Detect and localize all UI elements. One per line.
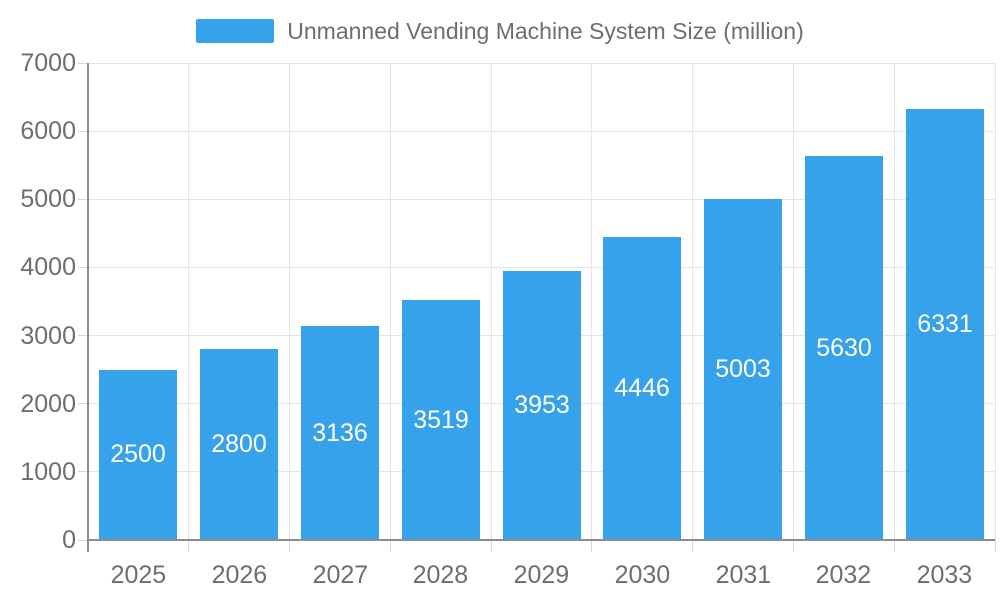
y-axis-tick (78, 130, 88, 132)
bar-value-label: 3519 (413, 405, 469, 434)
bar-value-label: 2800 (211, 430, 267, 459)
y-axis-tick (78, 266, 88, 268)
v-gridline (289, 63, 291, 540)
y-axis-label: 0 (62, 526, 76, 554)
x-axis-label: 2030 (614, 561, 671, 589)
x-axis-tick (692, 540, 694, 552)
h-gridline (88, 266, 995, 268)
y-axis-tick (78, 471, 88, 473)
x-axis-tick (389, 540, 391, 552)
v-gridline (591, 63, 593, 540)
bar-2031[interactable]: 5003 (704, 199, 782, 540)
y-axis-label: 5000 (20, 185, 76, 214)
h-gridline (88, 62, 995, 64)
bar-2033[interactable]: 6331 (906, 108, 984, 540)
bar-2030[interactable]: 4446 (603, 237, 681, 540)
bar-value-label: 6331 (917, 309, 973, 338)
bar-value-label: 4446 (614, 374, 670, 402)
x-axis-tick (994, 540, 996, 552)
y-axis-tick (78, 335, 88, 337)
v-gridline (792, 63, 794, 540)
bar-2026[interactable]: 2800 (200, 349, 278, 540)
x-axis-tick (893, 540, 895, 552)
y-axis-tick (78, 198, 88, 200)
y-axis-tick (78, 539, 88, 541)
y-axis-tick (78, 403, 88, 405)
v-gridline (188, 63, 190, 540)
v-gridline (994, 63, 996, 540)
x-axis-tick (289, 540, 291, 552)
v-gridline (692, 63, 694, 540)
x-axis-label: 2032 (815, 561, 872, 589)
x-axis-label: 2025 (110, 561, 167, 589)
legend-label: Unmanned Vending Machine System Size (mi… (287, 17, 804, 44)
x-axis-tick (591, 540, 593, 552)
y-axis-label: 6000 (20, 117, 76, 146)
v-gridline (490, 63, 492, 540)
x-axis-label: 2031 (715, 561, 772, 589)
legend-item[interactable]: Unmanned Vending Machine System Size (mi… (0, 8, 1000, 54)
v-gridline (893, 63, 895, 540)
legend-color-swatch (196, 19, 275, 43)
x-axis-tick (490, 540, 492, 552)
y-axis-label: 2000 (20, 389, 76, 418)
bar-2029[interactable]: 3953 (503, 270, 581, 540)
x-axis-label: 2028 (412, 561, 469, 589)
bar-value-label: 3136 (312, 418, 368, 447)
bar-2032[interactable]: 5630 (805, 156, 883, 540)
x-axis-label: 2033 (916, 561, 973, 589)
x-axis-line (87, 539, 995, 541)
x-axis-tick (792, 540, 794, 552)
bar-value-label: 5003 (715, 355, 771, 384)
h-gridline (88, 198, 995, 200)
bar-value-label: 3953 (514, 390, 570, 419)
x-axis-label: 2029 (513, 561, 570, 589)
bar-value-label: 5630 (816, 333, 872, 362)
y-axis-label: 7000 (20, 49, 76, 77)
y-axis-label: 1000 (20, 457, 76, 486)
x-axis-label: 2026 (211, 561, 268, 589)
bar-value-label: 2500 (110, 440, 166, 469)
y-axis-label: 3000 (20, 321, 76, 350)
x-axis-label: 2027 (312, 561, 369, 589)
y-axis-line (87, 63, 89, 552)
x-axis-tick (188, 540, 190, 552)
y-axis-tick (78, 62, 88, 64)
bar-2027[interactable]: 3136 (301, 326, 379, 540)
bar-2025[interactable]: 2500 (99, 369, 177, 540)
v-gridline (389, 63, 391, 540)
y-axis-label: 4000 (20, 253, 76, 282)
h-gridline (88, 130, 995, 132)
bar-2028[interactable]: 3519 (402, 300, 480, 540)
